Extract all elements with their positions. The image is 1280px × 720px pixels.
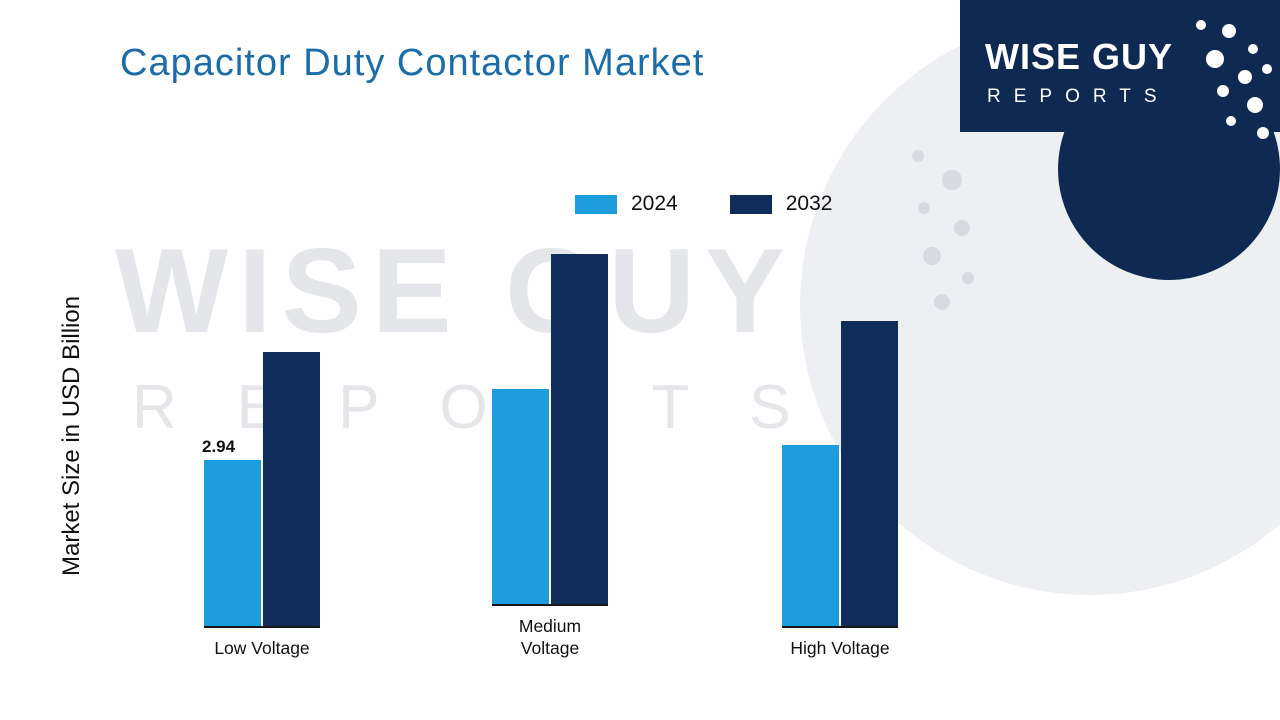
- bar-2024: [492, 388, 549, 604]
- bar-2024: [782, 445, 839, 627]
- bar-group: Medium Voltage: [492, 253, 608, 661]
- logo-reports-text: REPORTS: [987, 86, 1170, 107]
- bar-2032: [263, 352, 320, 627]
- y-axis-label: Market Size in USD Billion: [58, 295, 85, 576]
- bar-2024: 2.94: [202, 437, 261, 627]
- bar-value-label: 2.94: [202, 437, 236, 457]
- logo-head-silhouette: [1058, 58, 1280, 280]
- category-label: High Voltage: [790, 638, 890, 659]
- legend-label: 2024: [631, 192, 678, 215]
- legend-swatch-2024: [575, 194, 617, 214]
- category-label: Medium Voltage: [518, 615, 582, 659]
- bar-2032: [841, 321, 898, 627]
- legend-swatch-2032: [729, 194, 772, 214]
- logo-dots-icon: [1196, 20, 1206, 30]
- legend-label: 2032: [785, 192, 833, 215]
- chart-legend: 2024 2032: [575, 192, 832, 216]
- page-title: Capacitor Duty Contactor Market: [120, 42, 705, 84]
- category-label: Low Voltage: [214, 638, 310, 659]
- bar-group: 2.94 Low Voltage: [202, 352, 320, 660]
- legend-item-2032: 2032: [729, 192, 833, 216]
- watermark-wiseguy: WISE GUY: [115, 224, 796, 358]
- legend-item-2024: 2024: [575, 192, 678, 216]
- bar-group: High Voltage: [782, 321, 898, 660]
- logo-wiseguy-text: WISE GUY: [985, 36, 1174, 77]
- watermark-reports: REPORTS: [132, 372, 851, 443]
- gray-dots-decoration: [912, 150, 924, 162]
- bar-2032: [551, 253, 608, 604]
